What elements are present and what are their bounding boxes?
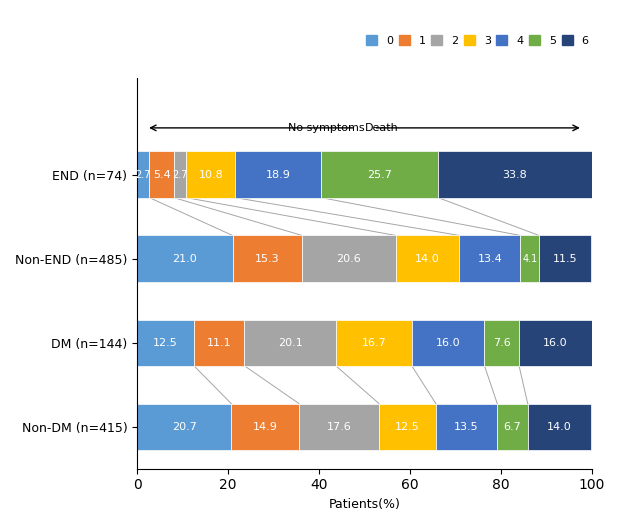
- Bar: [438, 151, 592, 198]
- Text: 11.1: 11.1: [207, 338, 231, 348]
- Text: 10.8: 10.8: [198, 169, 223, 179]
- Bar: [137, 319, 194, 366]
- Bar: [137, 236, 232, 282]
- Text: 14.9: 14.9: [253, 422, 278, 432]
- Text: No symptoms: No symptoms: [288, 123, 365, 133]
- Text: 5.4: 5.4: [153, 169, 171, 179]
- Text: 16.0: 16.0: [543, 338, 568, 348]
- Text: 14.0: 14.0: [547, 422, 572, 432]
- Bar: [186, 151, 236, 198]
- Bar: [299, 403, 379, 450]
- Text: 20.6: 20.6: [337, 254, 361, 264]
- Bar: [321, 151, 438, 198]
- Text: 21.0: 21.0: [172, 254, 197, 264]
- Text: 16.7: 16.7: [361, 338, 386, 348]
- Bar: [519, 319, 592, 366]
- Bar: [232, 236, 302, 282]
- Bar: [231, 403, 299, 450]
- Bar: [412, 319, 484, 366]
- Text: 13.5: 13.5: [454, 422, 479, 432]
- Text: 14.0: 14.0: [415, 254, 440, 264]
- Bar: [174, 151, 186, 198]
- X-axis label: Patients(%): Patients(%): [329, 498, 401, 511]
- Text: 15.3: 15.3: [255, 254, 280, 264]
- Text: 13.4: 13.4: [477, 254, 502, 264]
- Bar: [194, 319, 244, 366]
- Bar: [520, 236, 539, 282]
- Bar: [336, 319, 412, 366]
- Bar: [379, 403, 436, 450]
- Text: 18.9: 18.9: [266, 169, 291, 179]
- Text: 33.8: 33.8: [503, 169, 528, 179]
- Text: 12.5: 12.5: [395, 422, 420, 432]
- Text: 7.6: 7.6: [493, 338, 511, 348]
- Text: 6.7: 6.7: [503, 422, 521, 432]
- Text: 25.7: 25.7: [367, 169, 392, 179]
- Text: 17.6: 17.6: [327, 422, 352, 432]
- Text: 4.1: 4.1: [522, 254, 538, 264]
- Bar: [484, 319, 519, 366]
- Bar: [149, 151, 174, 198]
- Bar: [302, 236, 396, 282]
- Bar: [137, 151, 149, 198]
- Bar: [459, 236, 520, 282]
- Text: 20.1: 20.1: [278, 338, 303, 348]
- Bar: [528, 403, 591, 450]
- Text: Death: Death: [365, 123, 398, 133]
- Text: 16.0: 16.0: [436, 338, 461, 348]
- Text: 2.7: 2.7: [172, 169, 188, 179]
- Bar: [396, 236, 459, 282]
- Text: 20.7: 20.7: [172, 422, 197, 432]
- Text: 12.5: 12.5: [153, 338, 178, 348]
- Bar: [436, 403, 497, 450]
- Bar: [137, 403, 231, 450]
- Bar: [236, 151, 321, 198]
- Bar: [244, 319, 336, 366]
- Bar: [497, 403, 528, 450]
- Bar: [539, 236, 591, 282]
- Legend: 0, 1, 2, 3, 4, 5, 6: 0, 1, 2, 3, 4, 5, 6: [364, 33, 591, 48]
- Text: 11.5: 11.5: [553, 254, 577, 264]
- Text: 2.7: 2.7: [136, 169, 151, 179]
